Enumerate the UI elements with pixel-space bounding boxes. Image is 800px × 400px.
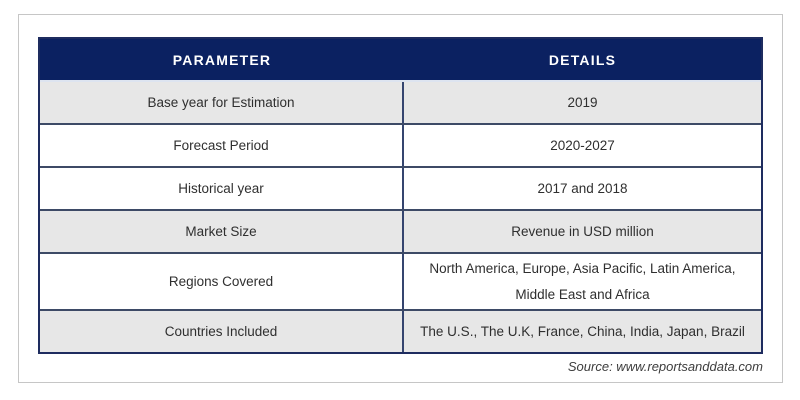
table-row: Countries Included The U.S., The U.K, Fr… xyxy=(40,309,761,353)
parameter-cell: Forecast Period xyxy=(40,125,404,166)
details-cell: 2019 xyxy=(567,94,598,110)
source-attribution: Source: www.reportsanddata.com xyxy=(567,359,763,374)
table-row: Base year for Estimation 2019 xyxy=(40,82,761,123)
details-cell: North America, Europe, Asia Pacific, Lat… xyxy=(429,261,736,302)
parameter-cell: Market Size xyxy=(40,211,404,252)
details-cell: 2017 and 2018 xyxy=(537,180,628,196)
table-row: Regions Covered North America, Europe, A… xyxy=(40,252,761,310)
parameter-cell: Historical year xyxy=(40,168,404,209)
table-row: Forecast Period 2020-2027 xyxy=(40,123,761,166)
table-header-row: PARAMETER DETAILS xyxy=(40,39,761,82)
table-body: Base year for Estimation 2019 Forecast P… xyxy=(40,82,761,353)
details-cell: 2020-2027 xyxy=(550,137,615,153)
column-header-details: DETAILS xyxy=(548,51,617,68)
parameter-cell: Regions Covered xyxy=(40,254,404,310)
report-parameters-table: PARAMETER DETAILS Base year for Estimati… xyxy=(38,37,763,355)
column-header-parameter: PARAMETER xyxy=(172,51,272,68)
details-cell: The U.S., The U.K, France, China, India,… xyxy=(420,323,745,339)
table-row: Market Size Revenue in USD million xyxy=(40,209,761,252)
parameter-cell: Countries Included xyxy=(40,311,404,353)
details-cell: Revenue in USD million xyxy=(511,223,654,239)
parameter-cell: Base year for Estimation xyxy=(40,82,404,123)
table-row: Historical year 2017 and 2018 xyxy=(40,166,761,209)
